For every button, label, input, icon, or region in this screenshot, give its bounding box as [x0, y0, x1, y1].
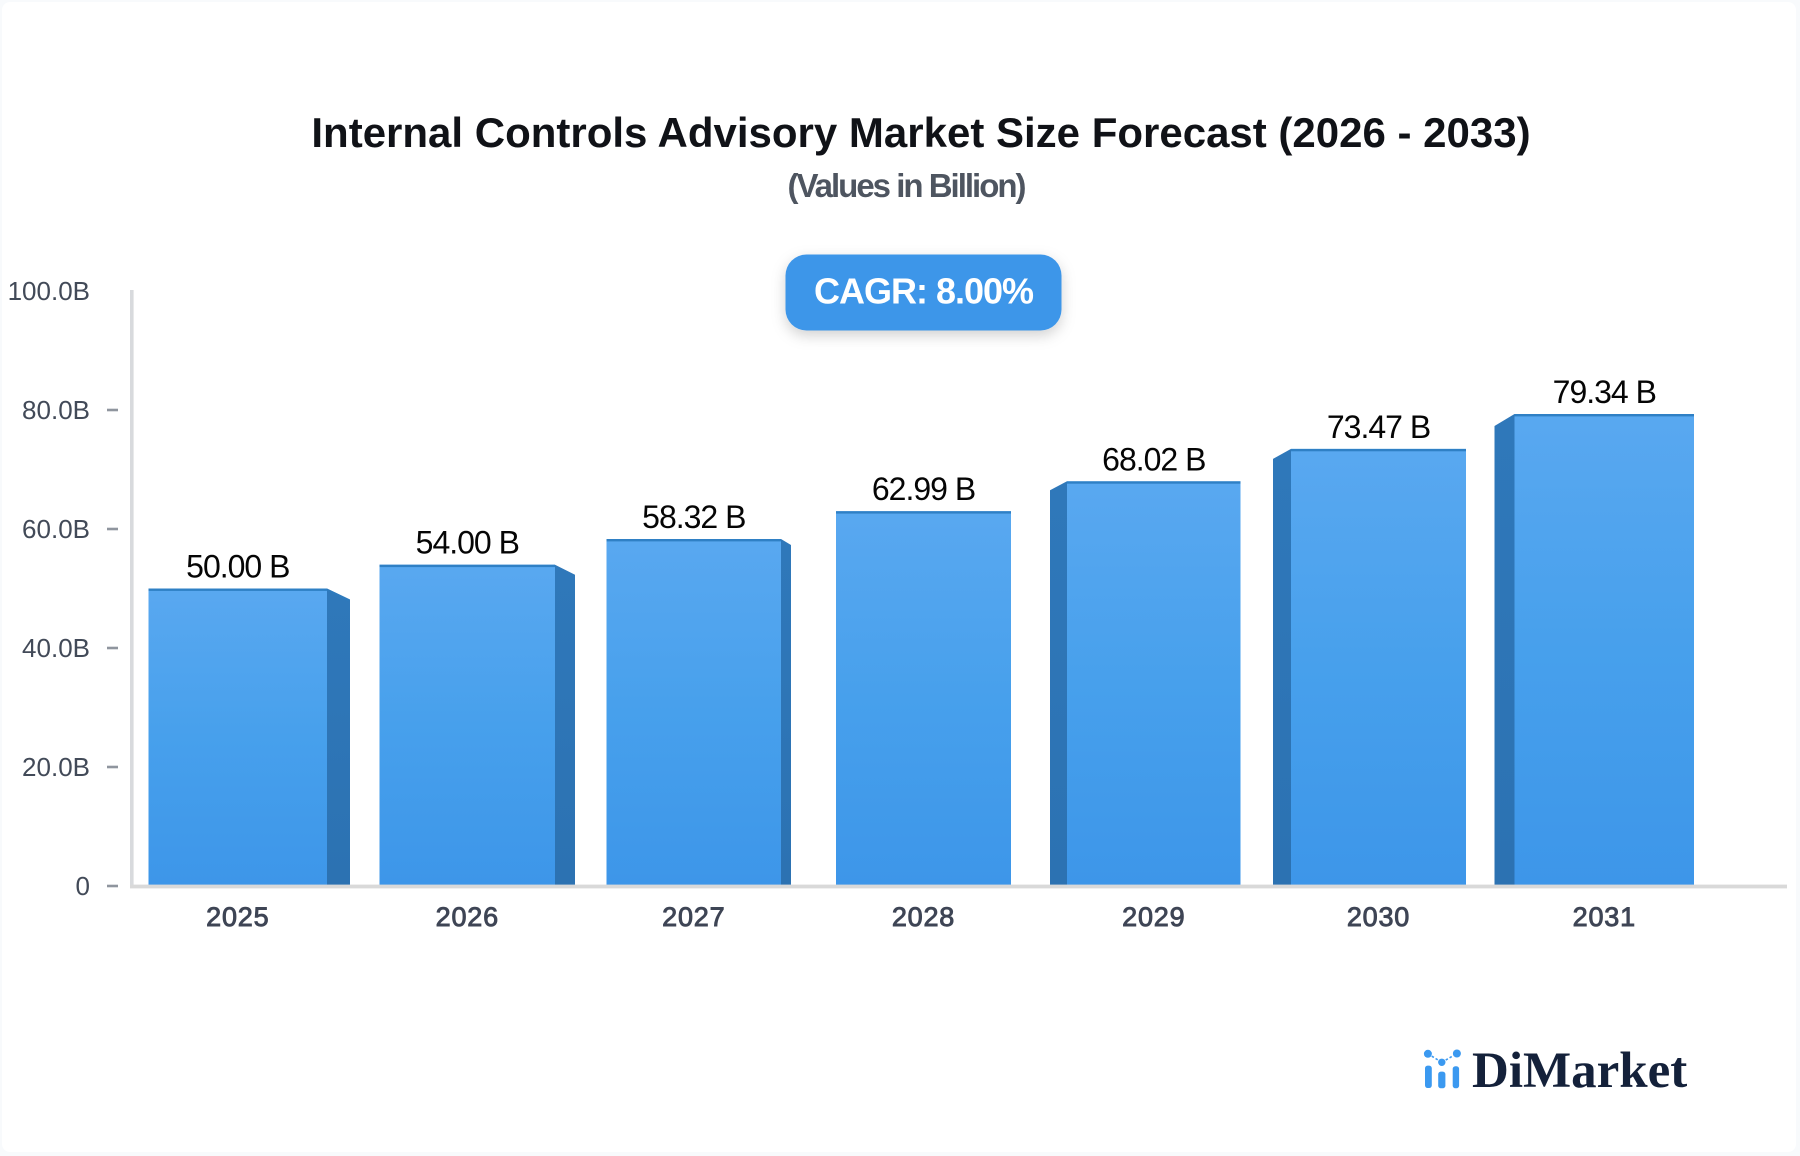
svg-text:50.00 B: 50.00 B [186, 549, 289, 585]
svg-text:2031: 2031 [1573, 902, 1636, 932]
svg-text:40.0B: 40.0B [22, 633, 90, 663]
svg-text:20.0B: 20.0B [22, 752, 90, 782]
svg-text:2028: 2028 [892, 902, 955, 932]
svg-text:80.0B: 80.0B [22, 395, 90, 425]
svg-text:DiMarket: DiMarket [1472, 1043, 1687, 1099]
svg-text:2025: 2025 [206, 902, 269, 932]
svg-text:CAGR: 8.00%: CAGR: 8.00% [814, 271, 1034, 312]
svg-text:2029: 2029 [1122, 902, 1185, 932]
svg-text:79.34 B: 79.34 B [1553, 374, 1656, 410]
svg-text:(Values in Billion): (Values in Billion) [787, 167, 1025, 204]
svg-text:100.0B: 100.0B [8, 276, 90, 306]
svg-text:2030: 2030 [1347, 902, 1410, 932]
svg-text:73.47 B: 73.47 B [1327, 409, 1430, 445]
svg-text:54.00 B: 54.00 B [416, 525, 519, 561]
svg-text:68.02 B: 68.02 B [1102, 442, 1205, 478]
svg-text:2026: 2026 [436, 902, 499, 932]
svg-text:62.99 B: 62.99 B [872, 471, 975, 507]
svg-text:Internal Controls Advisory Mar: Internal Controls Advisory Market Size F… [311, 109, 1530, 156]
svg-text:0: 0 [76, 871, 90, 901]
svg-text:58.32 B: 58.32 B [642, 499, 745, 535]
svg-text:60.0B: 60.0B [22, 514, 90, 544]
svg-text:2027: 2027 [662, 902, 725, 932]
